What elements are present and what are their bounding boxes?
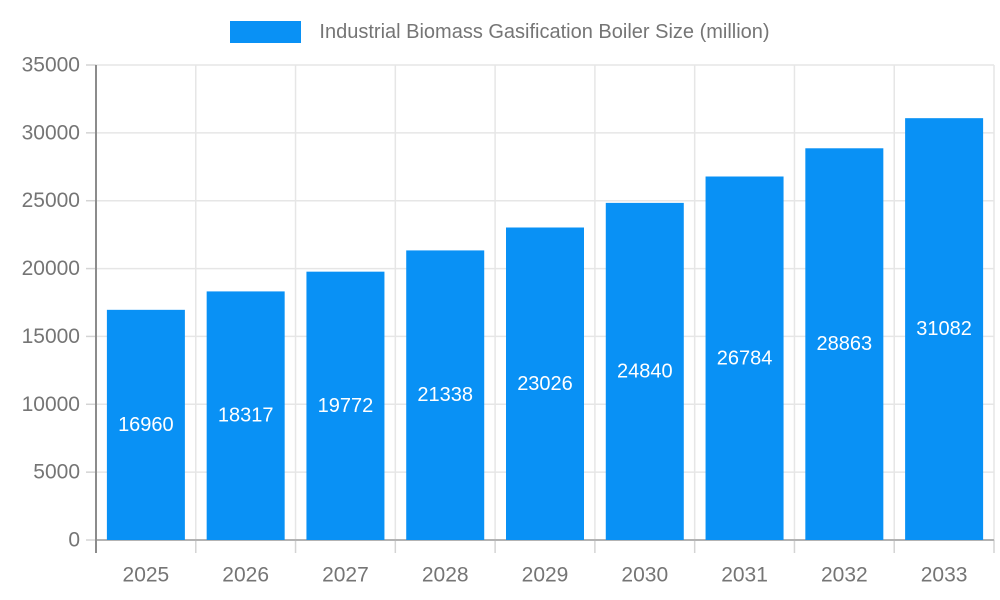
y-axis-label: 15000 bbox=[22, 325, 80, 348]
bar-value-label: 21338 bbox=[417, 384, 473, 406]
legend-swatch bbox=[230, 21, 302, 43]
y-axis-label: 25000 bbox=[22, 189, 80, 212]
bar-value-label: 23026 bbox=[517, 373, 573, 395]
bar-value-label: 16960 bbox=[118, 414, 174, 436]
x-axis-label: 2029 bbox=[522, 564, 569, 587]
legend-item[interactable]: Industrial Biomass Gasification Boiler S… bbox=[0, 21, 1000, 43]
bar-value-label: 19772 bbox=[318, 395, 374, 417]
bar-2026[interactable] bbox=[206, 291, 285, 540]
y-axis-label: 10000 bbox=[22, 393, 80, 416]
bar-2025[interactable] bbox=[106, 309, 185, 540]
bar-2032[interactable] bbox=[805, 148, 884, 541]
x-axis-label: 2026 bbox=[222, 564, 269, 587]
bar-value-label: 28863 bbox=[817, 333, 873, 355]
y-axis-label: 5000 bbox=[33, 461, 80, 484]
y-axis-label: 0 bbox=[68, 529, 80, 552]
y-axis-label: 20000 bbox=[22, 257, 80, 280]
bar-2027[interactable] bbox=[306, 271, 385, 540]
bar-value-label: 26784 bbox=[717, 347, 773, 369]
x-axis-label: 2032 bbox=[821, 564, 868, 587]
x-axis-label: 2028 bbox=[422, 564, 469, 587]
bar-value-label: 18317 bbox=[218, 405, 274, 427]
y-axis-label: 30000 bbox=[22, 121, 80, 144]
bar-2031[interactable] bbox=[705, 176, 784, 540]
x-axis-label: 2033 bbox=[921, 564, 968, 587]
x-axis-label: 2027 bbox=[322, 564, 369, 587]
bar-2029[interactable] bbox=[506, 227, 584, 541]
x-axis-label: 2025 bbox=[123, 564, 170, 587]
bar-value-label: 24840 bbox=[617, 360, 673, 382]
y-axis-label: 35000 bbox=[22, 54, 80, 77]
bar-2028[interactable] bbox=[406, 250, 485, 541]
x-axis-label: 2031 bbox=[721, 564, 768, 587]
x-axis-label: 2030 bbox=[621, 564, 668, 587]
bar-2033[interactable] bbox=[905, 118, 984, 541]
legend-label: Industrial Biomass Gasification Boiler S… bbox=[319, 21, 770, 43]
bar-2030[interactable] bbox=[605, 202, 684, 540]
bar-value-label: 31082 bbox=[916, 318, 972, 340]
